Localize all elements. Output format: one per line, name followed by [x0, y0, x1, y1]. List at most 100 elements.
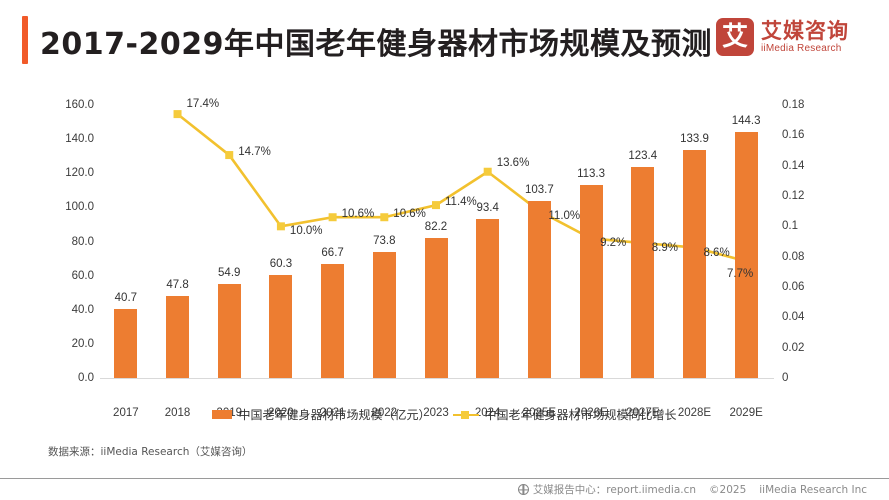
growth-value-label: 11.4% — [445, 196, 477, 209]
y-axis-right-tick: 0.02 — [782, 341, 805, 354]
page-title: 2017-2029年中国老年健身器材市场规模及预测 — [40, 27, 712, 62]
legend-label: 中国老年健身器材市场规模同比增长 — [484, 408, 677, 422]
y-axis-left-tick: 40.0 — [71, 303, 94, 316]
page-footer: 艾媒报告中心：report.iimedia.cn ©2025 iiMedia R… — [0, 479, 889, 500]
growth-value-label: 9.2% — [600, 237, 627, 250]
y-axis-left-tick: 0.0 — [78, 372, 94, 384]
bar-value-label: 40.7 — [114, 291, 138, 304]
bar-value-label: 133.9 — [680, 132, 709, 145]
growth-line-marker[interactable] — [483, 167, 492, 176]
bar-value-label: 66.7 — [321, 247, 344, 260]
bar-2028E[interactable] — [682, 149, 706, 378]
bar-2026E[interactable] — [579, 184, 603, 378]
y-axis-left-tick: 140.0 — [65, 133, 94, 146]
legend-line-swatch — [452, 410, 479, 419]
chart-legend: 中国老年健身器材市场规模（亿元） 中国老年健身器材市场规模同比增长 — [0, 406, 889, 423]
bar-2020[interactable] — [269, 275, 293, 378]
logo-name-en: iiMedia Research — [761, 42, 842, 54]
growth-line-path — [176, 113, 747, 263]
y-axis-left-tick: 80.0 — [71, 235, 94, 248]
legend-bar-swatch — [212, 410, 233, 419]
bar-2024[interactable] — [476, 218, 500, 378]
y-axis-right-tick: 0.18 — [782, 99, 805, 111]
bar-value-label: 47.8 — [166, 279, 189, 292]
bar-2025E[interactable] — [527, 201, 551, 378]
brand-logo: 艾 艾媒咨询 iiMedia Research — [716, 18, 849, 56]
footer-copyright: ©2025 — [709, 483, 747, 496]
y-axis-right-tick: 0.1 — [782, 220, 798, 233]
y-axis-left: 0.0 20.0 40.0 60.0 80.0 100.0 120.0 140.0 160.0 — [30, 99, 94, 384]
legend-item-growth-rate[interactable]: 中国老年健身器材市场规模同比增长 — [452, 406, 677, 423]
bar-2029E[interactable] — [734, 131, 758, 378]
y-axis-right: 0 0.02 0.04 0.06 0.08 0.1 0.12 0.14 0.16 0.18 — [782, 99, 842, 384]
growth-value-label: 17.4% — [186, 98, 220, 111]
footer-divider — [0, 478, 889, 479]
logo-name-cn: 艾媒咨询 — [761, 18, 849, 43]
title-accent-bar — [22, 16, 28, 64]
y-axis-left-tick: 20.0 — [71, 337, 94, 350]
y-axis-right-tick: 0.06 — [782, 281, 805, 293]
growth-value-label: 8.6% — [703, 246, 730, 259]
bar-2018[interactable] — [166, 296, 190, 378]
x-axis-tick: 2023 — [423, 407, 449, 419]
y-axis-left-tick: 160.0 — [65, 99, 94, 111]
page-header: 2017-2029年中国老年健身器材市场规模及预测 艾 艾媒咨询 iiMedia… — [0, 0, 889, 82]
growth-value-label: 11.0% — [548, 210, 581, 223]
bar-2023[interactable] — [424, 237, 448, 378]
legend-label: 中国老年健身器材市场规模（亿元） — [238, 408, 431, 422]
footer-report-center-label: 艾媒报告中心：report.iimedia.cn — [532, 484, 697, 496]
growth-value-label: 14.7% — [238, 146, 271, 159]
plot-area: 40.7201747.8201854.9201960.3202066.72021… — [100, 98, 772, 419]
y-axis-right-tick: 0.16 — [782, 129, 805, 142]
growth-line-marker[interactable] — [276, 222, 285, 231]
bar-value-label: 123.4 — [628, 150, 658, 163]
bar-2022[interactable] — [372, 252, 396, 378]
legend-item-market-size[interactable]: 中国老年健身器材市场规模（亿元） — [212, 406, 431, 423]
bar-value-label: 82.2 — [424, 220, 448, 233]
growth-value-label: 10.6% — [341, 208, 375, 221]
x-axis-tick: 2024 — [474, 407, 501, 419]
growth-value-label: 8.9% — [651, 242, 678, 255]
x-axis-tick: 2017 — [113, 407, 139, 419]
bar-value-label: 103.7 — [524, 184, 554, 197]
y-axis-right-tick: 0.14 — [782, 159, 805, 172]
y-axis-left-tick: 60.0 — [71, 269, 94, 282]
bar-2019[interactable] — [217, 284, 241, 378]
x-axis-tick: 2027E — [626, 407, 660, 419]
x-axis-tick: 2022 — [371, 407, 398, 419]
x-axis-tick: 2028E — [677, 407, 712, 419]
y-axis-left-tick: 120.0 — [65, 167, 94, 180]
bar-2027E[interactable] — [631, 167, 655, 378]
footer-company: iiMedia Research Inc — [759, 483, 867, 496]
growth-line-marker[interactable] — [328, 213, 337, 222]
growth-value-label: 7.7% — [727, 268, 754, 281]
x-axis-tick: 2021 — [319, 407, 346, 419]
logo-mark-icon: 艾 — [716, 18, 754, 56]
y-axis-right-tick: 0.08 — [782, 250, 805, 263]
bar-2017[interactable] — [114, 308, 138, 378]
bar-value-label: 144.3 — [731, 114, 761, 127]
x-axis-line — [100, 378, 774, 379]
growth-line-marker[interactable] — [432, 201, 440, 210]
bar-2021[interactable] — [321, 264, 345, 378]
growth-value-label: 10.6% — [393, 208, 426, 221]
growth-line-marker[interactable] — [225, 151, 234, 160]
bar-value-label: 113.3 — [577, 167, 606, 180]
footer-report-center[interactable]: 艾媒报告中心：report.iimedia.cn — [517, 482, 697, 497]
growth-line-marker[interactable] — [173, 110, 182, 119]
growth-line-marker[interactable] — [380, 213, 389, 222]
chart-container: 0.0 20.0 40.0 60.0 80.0 100.0 120.0 140.0 160.0 … — [0, 82, 889, 419]
bar-value-label: 73.8 — [373, 235, 396, 248]
growth-value-label: 10.0% — [289, 225, 323, 238]
growth-value-label: 13.6% — [496, 156, 530, 169]
bar-value-label: 93.4 — [476, 201, 499, 214]
y-axis-right-tick: 0.12 — [782, 190, 805, 202]
bar-value-label: 54.9 — [218, 267, 241, 280]
logo-text: 艾媒咨询 iiMedia Research — [761, 18, 849, 55]
y-axis-right-tick: 0 — [782, 372, 789, 384]
x-axis-tick: 2020 — [268, 407, 294, 419]
x-axis-tick: 2029E — [729, 407, 763, 419]
x-axis-tick: 2026E — [574, 407, 608, 419]
x-axis-tick: 2025E — [522, 407, 557, 419]
